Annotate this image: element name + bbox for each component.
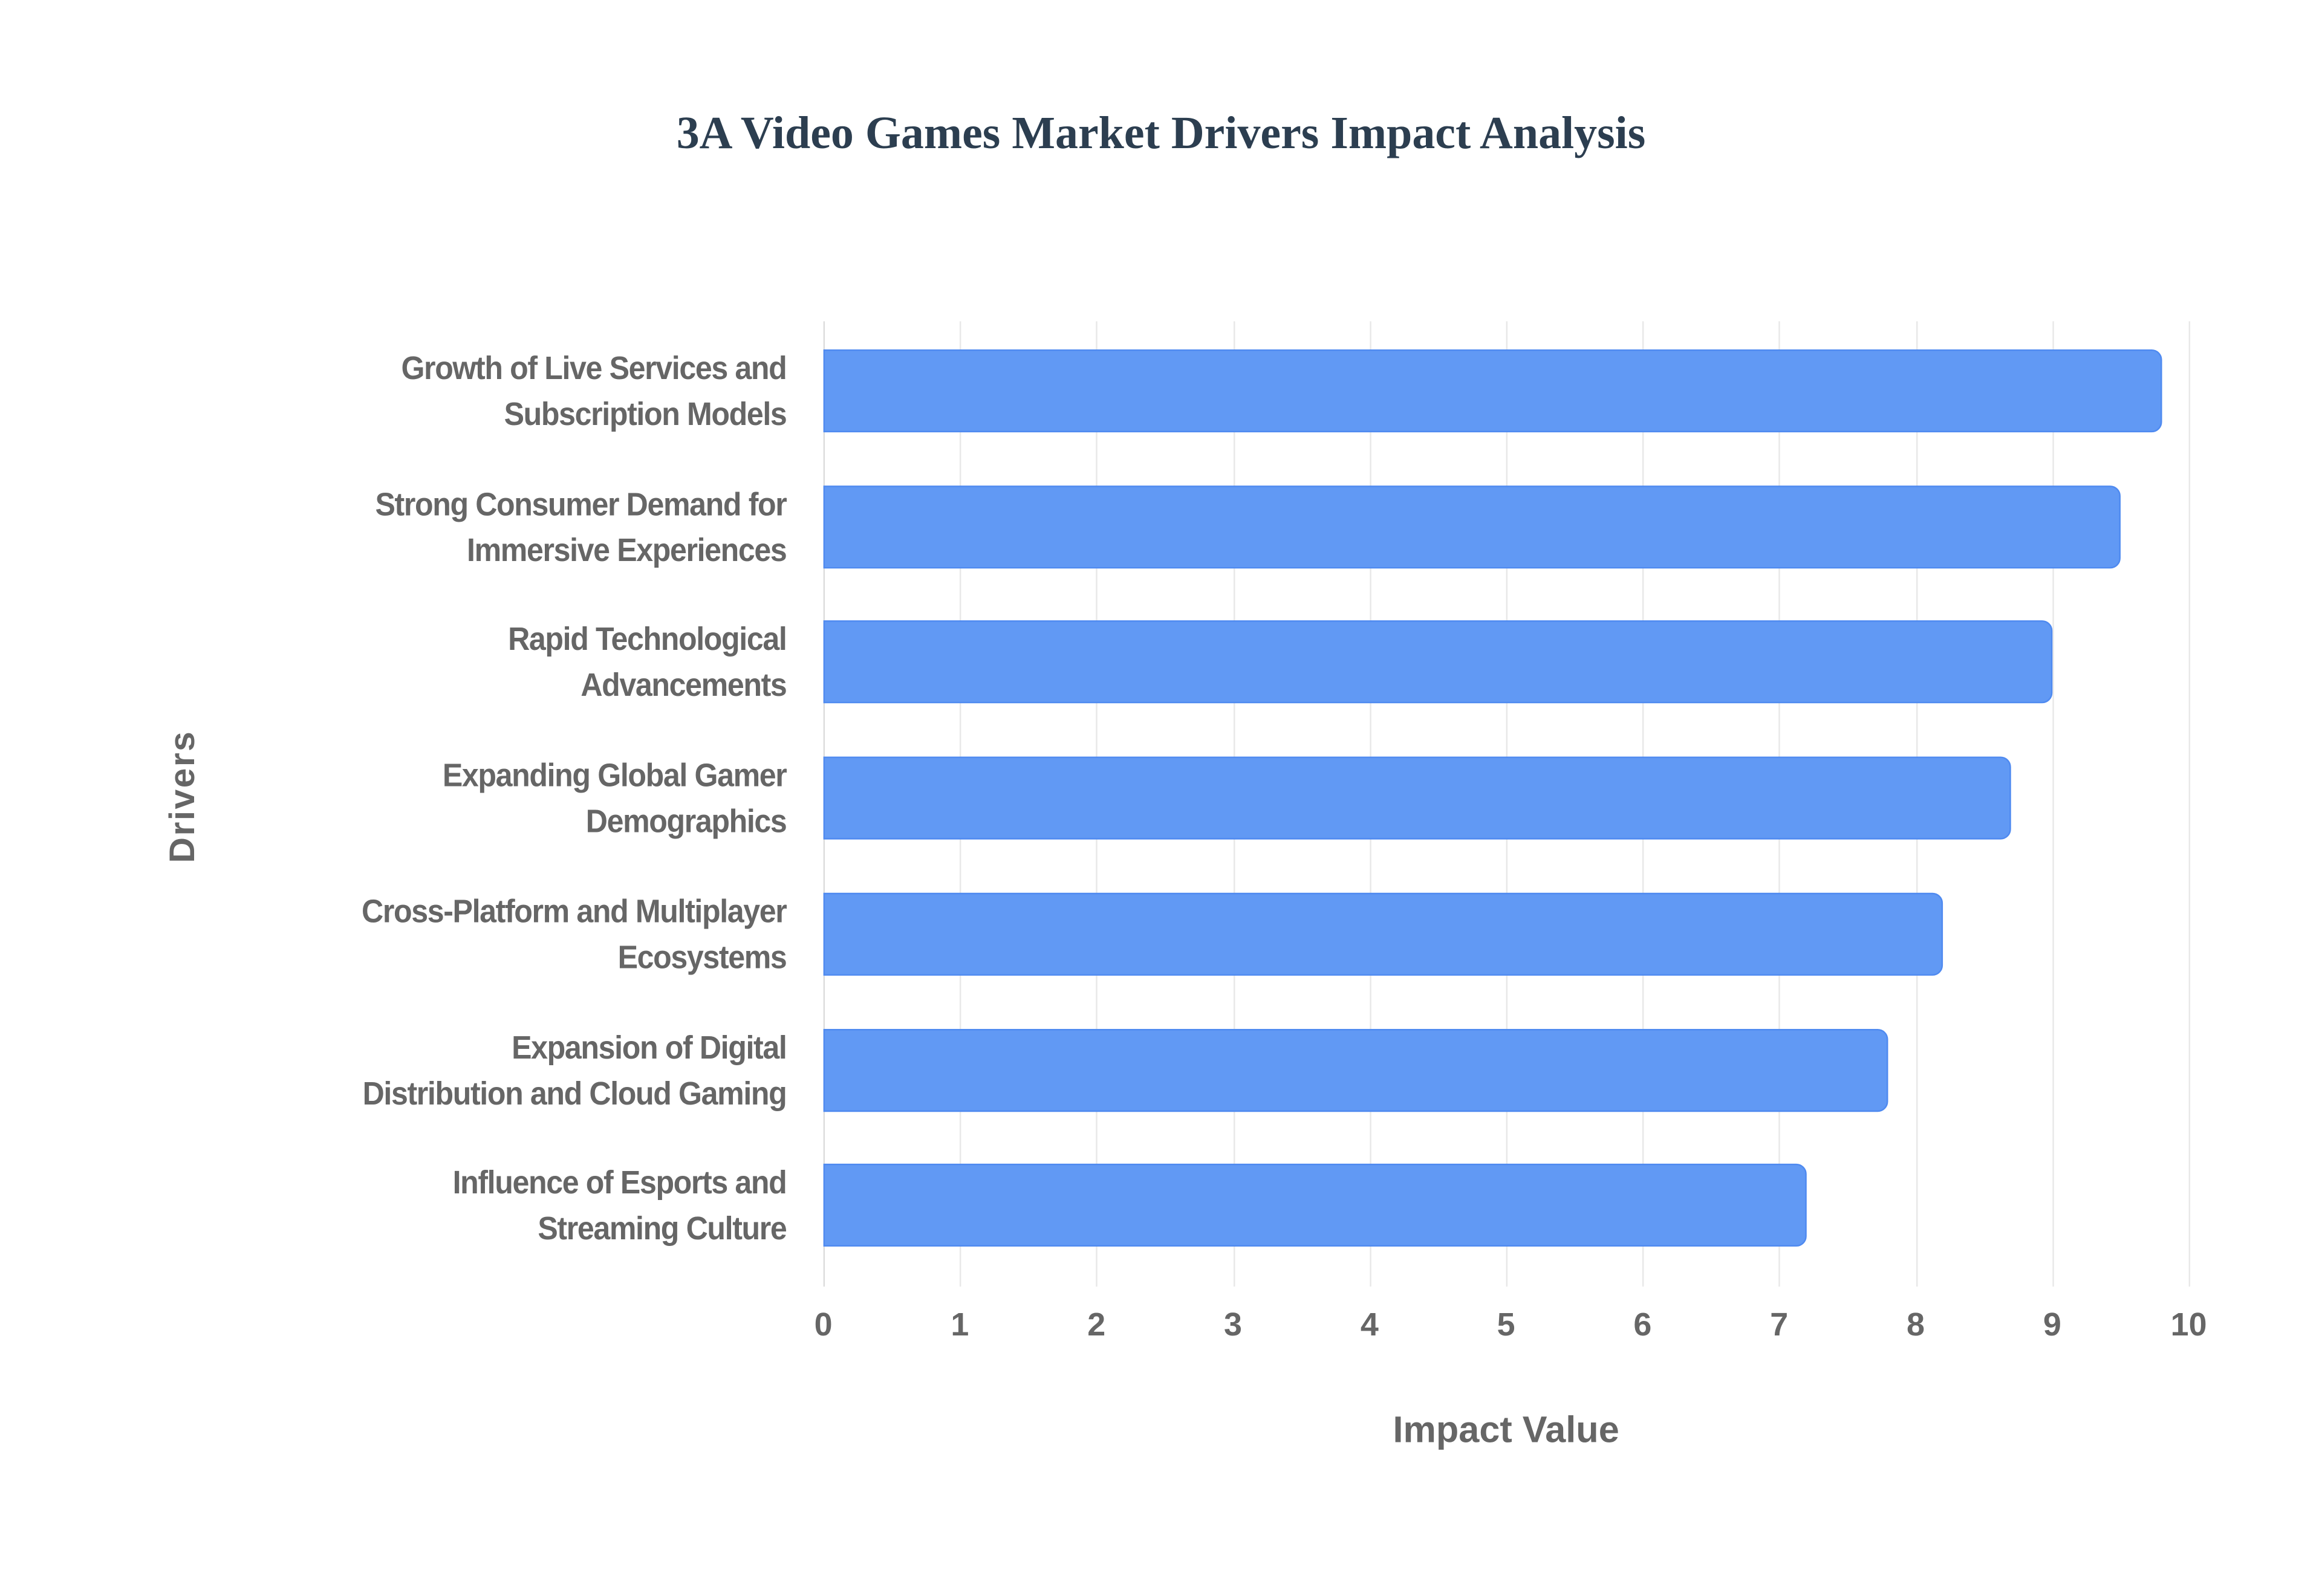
y-category-label-line: Growth of Live Services and xyxy=(401,349,787,387)
y-category-label: Cross-Platform and Multiplayer Ecosystems xyxy=(208,888,787,980)
x-tick-label: 3 xyxy=(1224,1306,1243,1343)
bar[interactable] xyxy=(823,1028,1888,1111)
y-category-label-line: Distribution and Cloud Gaming xyxy=(362,1074,787,1111)
y-category-label-line: Strong Consumer Demand for xyxy=(375,485,787,522)
x-tick-label: 0 xyxy=(814,1306,833,1343)
y-category-label: Influence of Esports and Streaming Cultur… xyxy=(208,1160,787,1251)
y-category-label-line: Expanding Global Gamer xyxy=(442,756,787,794)
x-tick-label: 10 xyxy=(2170,1306,2207,1343)
y-category-label-line: Subscription Models xyxy=(504,395,787,433)
x-tick-label: 2 xyxy=(1087,1306,1106,1343)
y-category-label: Expanding Global Gamer Demographics xyxy=(208,752,787,844)
y-category-label-line: Rapid Technological xyxy=(508,621,787,658)
y-axis-title: Drivers xyxy=(163,730,203,863)
bar[interactable] xyxy=(823,485,2121,568)
gridline xyxy=(2188,321,2191,1287)
y-category-label: Growth of Live Services and Subscription … xyxy=(208,345,787,437)
y-category-label-line: Immersive Experiences xyxy=(467,531,787,568)
x-tick-label: 6 xyxy=(1633,1306,1652,1343)
x-tick-label: 9 xyxy=(2043,1306,2061,1343)
y-category-label-line: Expansion of Digital xyxy=(512,1028,787,1066)
bar[interactable] xyxy=(823,756,2012,840)
bar[interactable] xyxy=(823,1164,1807,1247)
x-axis-title: Impact Value xyxy=(1393,1409,1619,1452)
x-tick-label: 4 xyxy=(1360,1306,1379,1343)
y-category-label: Rapid Technological Advancements xyxy=(208,617,787,709)
y-category-label-line: Streaming Culture xyxy=(538,1210,787,1247)
x-tick-label: 8 xyxy=(1907,1306,1925,1343)
y-category-label-line: Ecosystems xyxy=(617,938,787,976)
gridline xyxy=(2052,321,2054,1287)
bar[interactable] xyxy=(823,621,2052,704)
y-category-label: Strong Consumer Demand for Immersive Expe… xyxy=(208,481,787,573)
plot-area xyxy=(823,321,2191,1287)
chart-title: 3A Video Games Market Drivers Impact Ana… xyxy=(676,106,1646,159)
y-category-label-line: Cross-Platform and Multiplayer xyxy=(362,892,787,930)
x-tick-label: 7 xyxy=(1770,1306,1789,1343)
y-category-label-line: Advancements xyxy=(580,667,787,704)
y-category-label-line: Influence of Esports and xyxy=(452,1164,787,1201)
bar[interactable] xyxy=(823,349,2162,433)
y-category-label: Expansion of Digital Distribution and Clo… xyxy=(208,1023,787,1115)
y-category-label-line: Demographics xyxy=(585,802,787,840)
bar[interactable] xyxy=(823,892,1943,976)
x-tick-label: 5 xyxy=(1497,1306,1515,1343)
x-tick-label: 1 xyxy=(951,1306,969,1343)
